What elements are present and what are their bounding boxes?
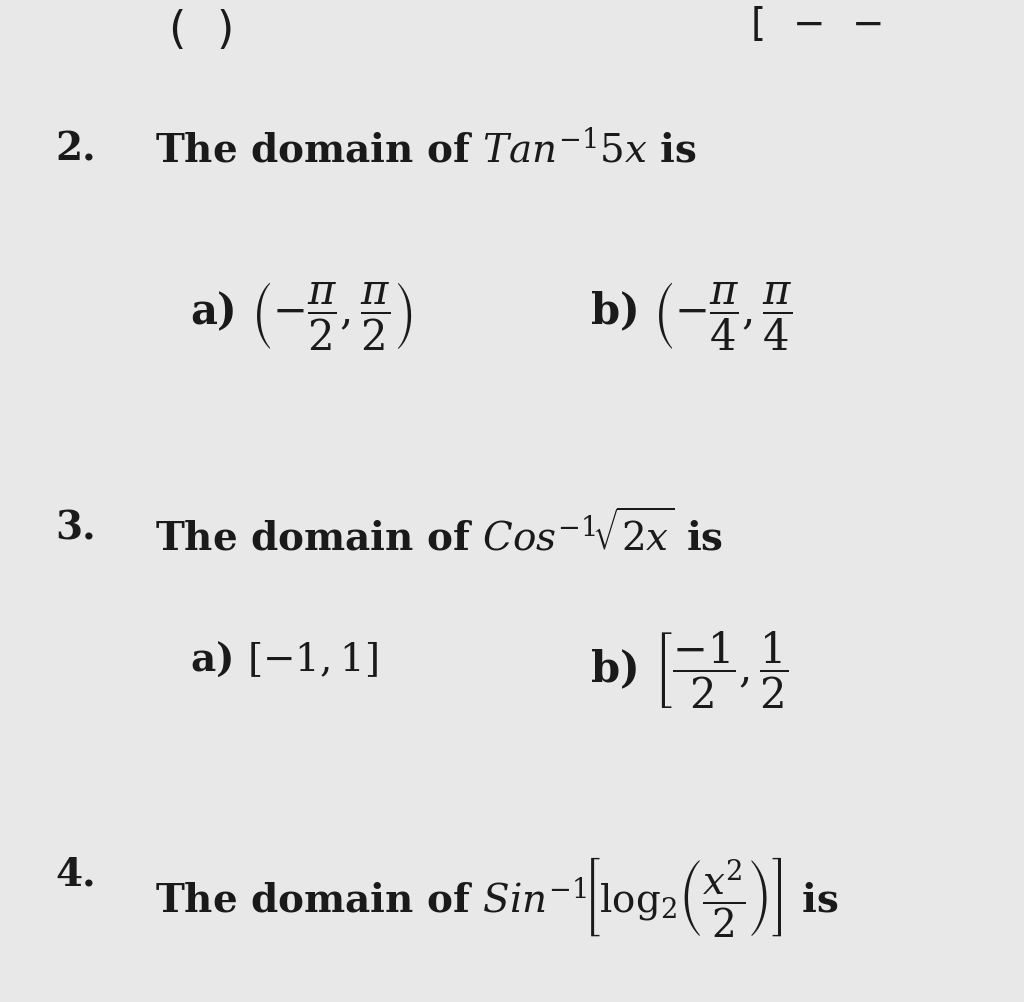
Text: 4.: 4. — [55, 855, 95, 893]
Text: b) $\left(-\dfrac{\pi}{4},\dfrac{\pi}{4}\right.$: b) $\left(-\dfrac{\pi}{4},\dfrac{\pi}{4}… — [590, 280, 793, 352]
Text: $($  $)$: $($ $)$ — [168, 8, 231, 52]
Text: The domain of $\mathit{Tan}^{-1}5x$ is: The domain of $\mathit{Tan}^{-1}5x$ is — [155, 130, 697, 169]
Text: $[$  $-$  $-$: $[$ $-$ $-$ — [750, 5, 883, 44]
Text: 2.: 2. — [55, 130, 95, 168]
Text: b) $\left[\dfrac{-1}{2},\dfrac{1}{2}\right.$: b) $\left[\dfrac{-1}{2},\dfrac{1}{2}\rig… — [590, 630, 788, 711]
Text: The domain of $\mathit{Cos}^{-1}\!\sqrt{2x}$ is: The domain of $\mathit{Cos}^{-1}\!\sqrt{… — [155, 510, 723, 558]
Text: 3.: 3. — [55, 510, 95, 548]
Text: a) $\left(-\dfrac{\pi}{2},\dfrac{\pi}{2}\right)$: a) $\left(-\dfrac{\pi}{2},\dfrac{\pi}{2}… — [190, 280, 413, 352]
Text: The domain of $\mathit{Sin}^{-1}\!\left[\log_2\!\left(\dfrac{x^2}{2}\right)\righ: The domain of $\mathit{Sin}^{-1}\!\left[… — [155, 855, 839, 939]
Text: a) $[-1,1]$: a) $[-1,1]$ — [190, 640, 378, 679]
